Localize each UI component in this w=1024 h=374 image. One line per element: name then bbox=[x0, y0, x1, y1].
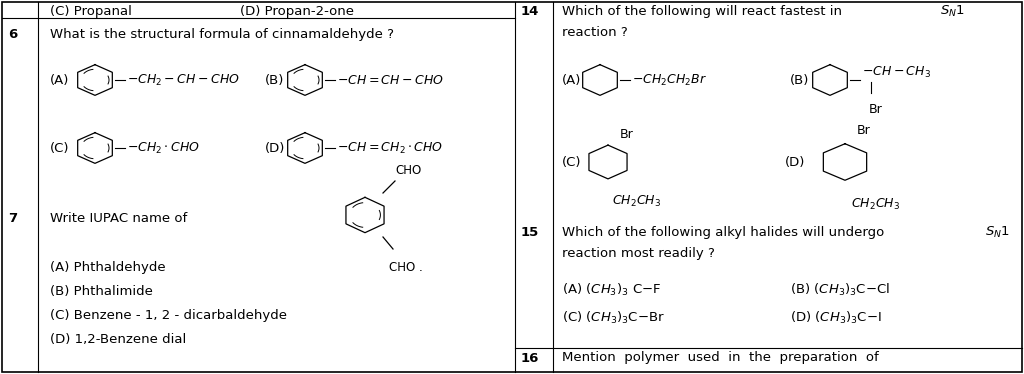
Text: (D) 1,2-Benzene dial: (D) 1,2-Benzene dial bbox=[50, 334, 186, 346]
Text: Which of the following alkyl halides will undergo: Which of the following alkyl halides wil… bbox=[562, 226, 889, 239]
Text: (B) Phthalimide: (B) Phthalimide bbox=[50, 285, 153, 297]
Text: Br: Br bbox=[857, 123, 870, 137]
Text: (C): (C) bbox=[50, 141, 70, 154]
Text: $S_N$1: $S_N$1 bbox=[985, 224, 1010, 240]
Text: 6: 6 bbox=[8, 28, 17, 40]
Text: $CH_2CH_3$: $CH_2CH_3$ bbox=[851, 197, 900, 212]
Text: $CH_2CH_3$: $CH_2CH_3$ bbox=[612, 194, 662, 209]
Text: (C) Propanal: (C) Propanal bbox=[50, 4, 132, 18]
Text: (A): (A) bbox=[562, 74, 582, 86]
Text: (C): (C) bbox=[562, 156, 582, 169]
Text: $S_N$1: $S_N$1 bbox=[940, 3, 965, 19]
Text: (D): (D) bbox=[785, 156, 805, 169]
Text: (D) Propan-2-one: (D) Propan-2-one bbox=[240, 4, 354, 18]
Text: 15: 15 bbox=[521, 226, 540, 239]
Text: 14: 14 bbox=[521, 4, 540, 18]
Text: $-CH_2-CH-CHO$: $-CH_2-CH-CHO$ bbox=[127, 73, 240, 88]
Text: 7: 7 bbox=[8, 212, 17, 224]
Text: Mention  polymer  used  in  the  preparation  of: Mention polymer used in the preparation … bbox=[562, 352, 879, 365]
Text: What is the structural formula of cinnamaldehyde ?: What is the structural formula of cinnam… bbox=[50, 28, 394, 40]
Text: CHO: CHO bbox=[395, 164, 421, 177]
Text: reaction most readily ?: reaction most readily ? bbox=[562, 246, 715, 260]
Text: $-CH_2CH_2Br$: $-CH_2CH_2Br$ bbox=[632, 73, 707, 88]
Text: (B): (B) bbox=[265, 74, 285, 86]
Text: (C) Benzene - 1, 2 - dicarbaldehyde: (C) Benzene - 1, 2 - dicarbaldehyde bbox=[50, 309, 287, 322]
Text: 16: 16 bbox=[521, 352, 540, 365]
Text: (D): (D) bbox=[265, 141, 286, 154]
Text: $-CH = CH_2\cdot CHO$: $-CH = CH_2\cdot CHO$ bbox=[337, 141, 443, 156]
Text: (B): (B) bbox=[790, 74, 809, 86]
Text: $-CH_2\cdot CHO$: $-CH_2\cdot CHO$ bbox=[127, 141, 200, 156]
Text: $-CH-CH_3$: $-CH-CH_3$ bbox=[862, 64, 931, 80]
Text: (A) Phthaldehyde: (A) Phthaldehyde bbox=[50, 261, 166, 273]
Text: $-CH = CH-CHO$: $-CH = CH-CHO$ bbox=[337, 74, 443, 86]
Text: (B) $(CH_3)_3$C$-$Cl: (B) $(CH_3)_3$C$-$Cl bbox=[790, 282, 890, 298]
Text: (C) $(CH_3)_3$C$-$Br: (C) $(CH_3)_3$C$-$Br bbox=[562, 310, 665, 326]
Text: CHO .: CHO . bbox=[389, 261, 423, 274]
Text: Br: Br bbox=[869, 103, 883, 116]
Text: reaction ?: reaction ? bbox=[562, 25, 628, 39]
Text: Write IUPAC name of: Write IUPAC name of bbox=[50, 212, 187, 224]
Text: (A) $(CH_3)_3$ C$-$F: (A) $(CH_3)_3$ C$-$F bbox=[562, 282, 662, 298]
Text: (D) $(CH_3)_3$C$-$I: (D) $(CH_3)_3$C$-$I bbox=[790, 310, 882, 326]
Text: Which of the following will react fastest in: Which of the following will react fastes… bbox=[562, 4, 846, 18]
Text: Br: Br bbox=[620, 128, 634, 141]
Text: (A): (A) bbox=[50, 74, 70, 86]
